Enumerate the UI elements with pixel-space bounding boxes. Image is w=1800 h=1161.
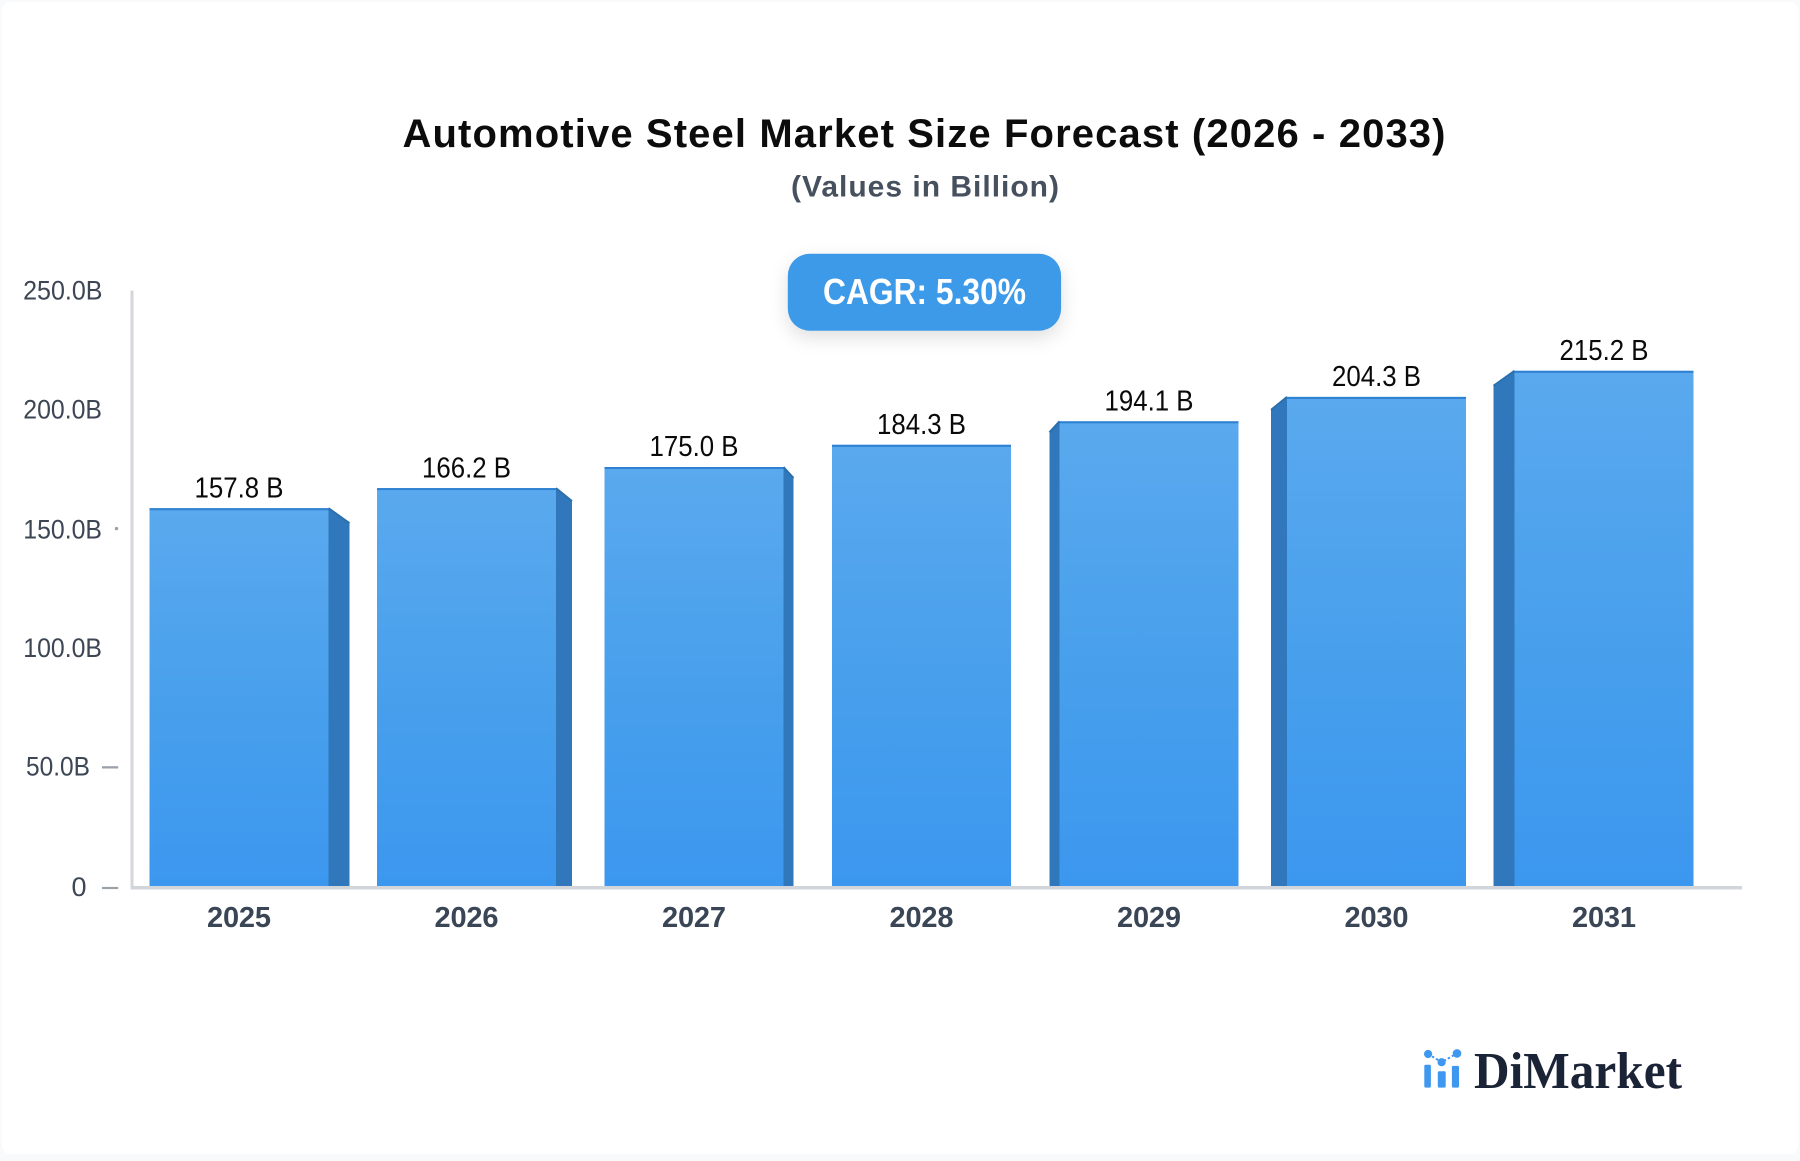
svg-text:184.3 B: 184.3 B <box>877 409 966 441</box>
svg-text:2030: 2030 <box>1345 902 1409 934</box>
svg-text:2026: 2026 <box>435 902 499 934</box>
svg-text:50.0B: 50.0B <box>26 751 90 781</box>
svg-text:2025: 2025 <box>207 902 271 934</box>
svg-text:2031: 2031 <box>1572 902 1636 934</box>
svg-text:157.8 B: 157.8 B <box>195 472 284 504</box>
svg-text:200.0B: 200.0B <box>23 394 102 424</box>
svg-text:175.0 B: 175.0 B <box>650 431 739 463</box>
svg-text:2027: 2027 <box>662 902 726 934</box>
svg-text:250.0B: 250.0B <box>23 276 102 306</box>
svg-text:100.0B: 100.0B <box>23 633 102 663</box>
svg-text:166.2 B: 166.2 B <box>422 452 511 484</box>
svg-text:194.1 B: 194.1 B <box>1105 386 1194 418</box>
svg-text:DiMarket: DiMarket <box>1474 1043 1683 1100</box>
svg-text:204.3 B: 204.3 B <box>1332 361 1421 393</box>
svg-text:0: 0 <box>71 872 86 902</box>
svg-text:CAGR: 5.30%: CAGR: 5.30% <box>823 271 1026 312</box>
svg-text:150.0B: 150.0B <box>23 514 102 544</box>
svg-text:2029: 2029 <box>1117 902 1181 934</box>
svg-text:(Values in Billion): (Values in Billion) <box>791 171 1059 204</box>
svg-text:2028: 2028 <box>890 902 954 934</box>
svg-text:215.2 B: 215.2 B <box>1560 335 1649 367</box>
svg-text:Automotive Steel Market Size F: Automotive Steel Market Size Forecast (2… <box>403 112 1446 156</box>
